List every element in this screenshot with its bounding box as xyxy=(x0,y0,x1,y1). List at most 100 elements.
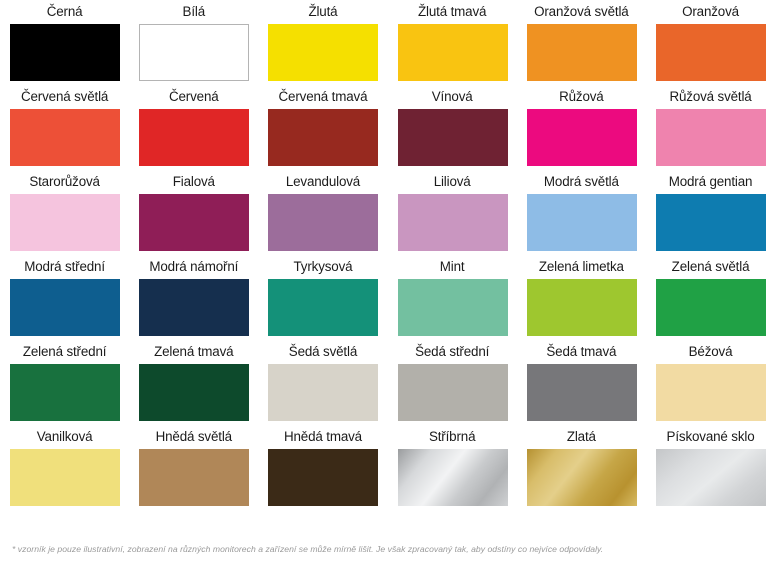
swatch-label: Růžová xyxy=(559,89,604,104)
footnote-disclaimer: * vzorník je pouze ilustrativní, zobraze… xyxy=(12,544,604,554)
swatch-color-chip[interactable] xyxy=(526,279,637,336)
swatch-color-chip[interactable] xyxy=(526,194,637,251)
swatch-color-chip[interactable] xyxy=(10,364,120,421)
swatch-color-chip[interactable] xyxy=(268,364,379,421)
swatch-cell[interactable]: Šedá světlá xyxy=(258,342,387,427)
swatch-cell[interactable]: Zlatá xyxy=(517,427,646,512)
swatch-cell[interactable]: Žlutá xyxy=(258,2,387,87)
swatch-color-chip[interactable] xyxy=(397,364,508,421)
swatch-cell[interactable]: Modrá gentian xyxy=(646,172,775,257)
swatch-label: Šedá střední xyxy=(415,344,490,359)
swatch-label: Žlutá tmavá xyxy=(418,4,487,19)
swatch-color-chip[interactable] xyxy=(10,449,120,506)
swatch-cell[interactable]: Tyrkysová xyxy=(258,257,387,342)
swatch-label: Bílá xyxy=(182,4,206,19)
swatch-color-chip[interactable] xyxy=(139,194,250,251)
swatch-cell[interactable]: Bílá xyxy=(129,2,258,87)
swatch-label: Žlutá xyxy=(308,4,338,19)
swatch-label: Zelená světlá xyxy=(671,259,750,274)
swatch-cell[interactable]: Vínová xyxy=(388,87,517,172)
color-swatch-grid: Černá Bílá Žlutá Žlutá tmavá Oranžová světlá… xyxy=(0,2,775,512)
swatch-cell[interactable]: Starorůžová xyxy=(0,172,129,257)
swatch-color-chip[interactable] xyxy=(268,449,379,506)
swatch-color-chip[interactable] xyxy=(526,24,637,81)
swatch-color-chip[interactable] xyxy=(526,364,637,421)
swatch-color-chip[interactable] xyxy=(655,194,766,251)
swatch-cell[interactable]: Hnědá tmavá xyxy=(258,427,387,512)
swatch-color-chip[interactable] xyxy=(397,194,508,251)
swatch-cell[interactable]: Mint xyxy=(388,257,517,342)
swatch-cell[interactable]: Šedá tmavá xyxy=(517,342,646,427)
swatch-color-chip[interactable] xyxy=(397,24,508,81)
swatch-cell[interactable]: Červená xyxy=(129,87,258,172)
swatch-color-chip[interactable] xyxy=(268,109,379,166)
swatch-label: Hnědá tmavá xyxy=(283,429,362,444)
swatch-cell[interactable]: Béžová xyxy=(646,342,775,427)
swatch-cell[interactable]: Oranžová světlá xyxy=(517,2,646,87)
swatch-cell[interactable]: Zelená limetka xyxy=(517,257,646,342)
swatch-label: Stříbrná xyxy=(428,429,476,444)
swatch-cell[interactable]: Žlutá tmavá xyxy=(388,2,517,87)
swatch-cell[interactable]: Šedá střední xyxy=(388,342,517,427)
swatch-cell[interactable]: Hnědá světlá xyxy=(129,427,258,512)
swatch-cell[interactable]: Zelená světlá xyxy=(646,257,775,342)
swatch-cell[interactable]: Liliová xyxy=(388,172,517,257)
swatch-cell[interactable]: Modrá námořní xyxy=(129,257,258,342)
swatch-color-chip[interactable] xyxy=(397,109,508,166)
swatch-label: Béžová xyxy=(688,344,733,359)
swatch-color-chip[interactable] xyxy=(397,279,508,336)
swatch-color-chip[interactable] xyxy=(10,194,120,251)
swatch-cell[interactable]: Černá xyxy=(0,2,129,87)
swatch-label: Zelená tmavá xyxy=(154,344,234,359)
swatch-label: Starorůžová xyxy=(29,174,100,189)
swatch-cell[interactable]: Červená světlá xyxy=(0,87,129,172)
swatch-color-chip[interactable] xyxy=(526,449,637,506)
swatch-label: Tyrkysová xyxy=(293,259,353,274)
swatch-label: Oranžová xyxy=(682,4,739,19)
swatch-label: Fialová xyxy=(172,174,215,189)
swatch-cell[interactable]: Pískované sklo xyxy=(646,427,775,512)
swatch-color-chip[interactable] xyxy=(655,364,766,421)
swatch-cell[interactable]: Modrá střední xyxy=(0,257,129,342)
swatch-cell[interactable]: Růžová xyxy=(517,87,646,172)
swatch-color-chip[interactable] xyxy=(139,24,250,81)
swatch-cell[interactable]: Vanilková xyxy=(0,427,129,512)
swatch-color-chip[interactable] xyxy=(268,24,379,81)
swatch-label: Černá xyxy=(46,4,83,19)
swatch-color-chip[interactable] xyxy=(268,194,379,251)
swatch-cell[interactable]: Zelená střední xyxy=(0,342,129,427)
swatch-cell[interactable]: Modrá světlá xyxy=(517,172,646,257)
swatch-color-chip[interactable] xyxy=(139,109,250,166)
swatch-color-chip[interactable] xyxy=(655,449,766,506)
swatch-label: Zlatá xyxy=(566,429,596,444)
swatch-cell[interactable]: Červená tmavá xyxy=(258,87,387,172)
swatch-cell[interactable]: Zelená tmavá xyxy=(129,342,258,427)
swatch-cell[interactable]: Fialová xyxy=(129,172,258,257)
swatch-label: Vanilková xyxy=(36,429,93,444)
swatch-cell[interactable]: Stříbrná xyxy=(388,427,517,512)
swatch-color-chip[interactable] xyxy=(655,109,766,166)
swatch-color-chip[interactable] xyxy=(10,279,120,336)
swatch-label: Mint xyxy=(439,259,465,274)
swatch-label: Oranžová světlá xyxy=(534,4,629,19)
swatch-color-chip[interactable] xyxy=(655,24,766,81)
swatch-color-chip[interactable] xyxy=(268,279,379,336)
swatch-color-chip[interactable] xyxy=(139,449,250,506)
swatch-cell[interactable]: Levandulová xyxy=(258,172,387,257)
swatch-cell[interactable]: Oranžová xyxy=(646,2,775,87)
swatch-color-chip[interactable] xyxy=(139,364,250,421)
swatch-label: Modrá gentian xyxy=(668,174,753,189)
swatch-color-chip[interactable] xyxy=(526,109,637,166)
swatch-color-chip[interactable] xyxy=(10,24,120,81)
swatch-color-chip[interactable] xyxy=(10,109,120,166)
swatch-color-chip[interactable] xyxy=(655,279,766,336)
swatch-label: Levandulová xyxy=(285,174,361,189)
swatch-color-chip[interactable] xyxy=(139,279,250,336)
swatch-label: Modrá námořní xyxy=(149,259,239,274)
swatch-label: Červená světlá xyxy=(20,89,109,104)
swatch-label: Pískované sklo xyxy=(666,429,755,444)
swatch-label: Zelená limetka xyxy=(538,259,624,274)
swatch-color-chip[interactable] xyxy=(397,449,508,506)
swatch-cell[interactable]: Růžová světlá xyxy=(646,87,775,172)
swatch-label: Hnědá světlá xyxy=(155,429,233,444)
